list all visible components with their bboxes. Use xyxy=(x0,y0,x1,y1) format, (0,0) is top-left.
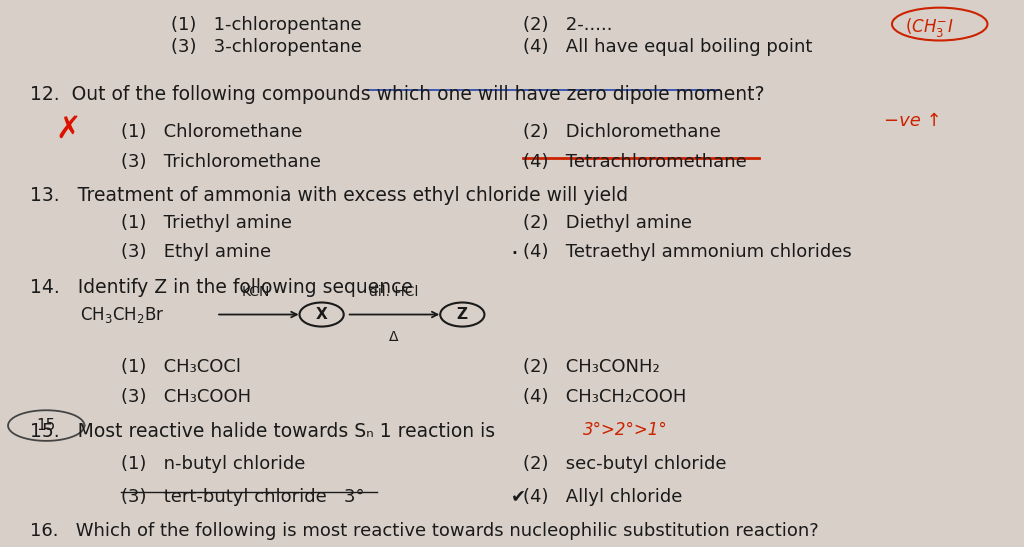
Text: 3°>2°>1°: 3°>2°>1° xyxy=(583,421,668,439)
Text: (2)   CH₃CONH₂: (2) CH₃CONH₂ xyxy=(522,358,659,376)
Text: X: X xyxy=(315,307,328,322)
Text: (4)   CH₃CH₂COOH: (4) CH₃CH₂COOH xyxy=(522,388,686,406)
Text: (1)   CH₃COCl: (1) CH₃COCl xyxy=(121,358,241,376)
Text: $\mathsf{CH_3CH_2Br}$: $\mathsf{CH_3CH_2Br}$ xyxy=(81,305,165,324)
Text: 13.   Treatment of ammonia with excess ethyl chloride will yield: 13. Treatment of ammonia with excess eth… xyxy=(30,186,629,205)
Text: (4)   Allyl chloride: (4) Allyl chloride xyxy=(522,488,682,506)
Text: (1)   Chloromethane: (1) Chloromethane xyxy=(121,123,302,141)
Text: (4)   All have equal boiling point: (4) All have equal boiling point xyxy=(522,38,812,56)
Text: Z: Z xyxy=(457,307,468,322)
Text: (3)   3-chloropentane: (3) 3-chloropentane xyxy=(171,38,361,56)
Text: (4)   Tetraethyl ammonium chlorides: (4) Tetraethyl ammonium chlorides xyxy=(522,243,851,261)
Text: (1)   1-chloropentane: (1) 1-chloropentane xyxy=(171,16,361,34)
Text: (3)   Trichloromethane: (3) Trichloromethane xyxy=(121,153,321,171)
Text: ✔: ✔ xyxy=(511,487,525,505)
Text: (3)   tert-butyl chloride   3°: (3) tert-butyl chloride 3° xyxy=(121,488,365,506)
Text: (3)   Ethyl amine: (3) Ethyl amine xyxy=(121,243,270,261)
Text: dil. HCl: dil. HCl xyxy=(370,285,419,299)
Text: ·: · xyxy=(511,242,518,266)
Text: KCN: KCN xyxy=(242,285,270,299)
Text: (1)   n-butyl chloride: (1) n-butyl chloride xyxy=(121,455,305,473)
Text: −ve ↑: −ve ↑ xyxy=(885,112,942,130)
Text: $(CH_3^{-}I$: $(CH_3^{-}I$ xyxy=(904,16,953,39)
Text: (3)   CH₃COOH: (3) CH₃COOH xyxy=(121,388,251,406)
Text: 16.   Which of the following is most reactive towards nucleophilic substitution : 16. Which of the following is most react… xyxy=(30,522,819,540)
Text: ✗: ✗ xyxy=(55,115,81,144)
Text: 15.   Most reactive halide towards Sₙ 1 reaction is: 15. Most reactive halide towards Sₙ 1 re… xyxy=(30,422,496,441)
Text: (2)   Diethyl amine: (2) Diethyl amine xyxy=(522,214,691,232)
Text: Δ: Δ xyxy=(389,330,398,344)
Text: (2)   sec-butyl chloride: (2) sec-butyl chloride xyxy=(522,455,726,473)
Text: 12.  Out of the following compounds which one will have zero dipole moment?: 12. Out of the following compounds which… xyxy=(30,85,765,104)
Text: (1)   Triethyl amine: (1) Triethyl amine xyxy=(121,214,292,232)
Text: (4)   Tetrachloromethane: (4) Tetrachloromethane xyxy=(522,153,746,171)
Text: 14.   Identify Z in the following sequence: 14. Identify Z in the following sequence xyxy=(30,278,413,297)
Text: (2)   2-.....: (2) 2-..... xyxy=(522,16,612,34)
Text: (2)   Dichloromethane: (2) Dichloromethane xyxy=(522,123,721,141)
Text: 15: 15 xyxy=(37,418,56,433)
